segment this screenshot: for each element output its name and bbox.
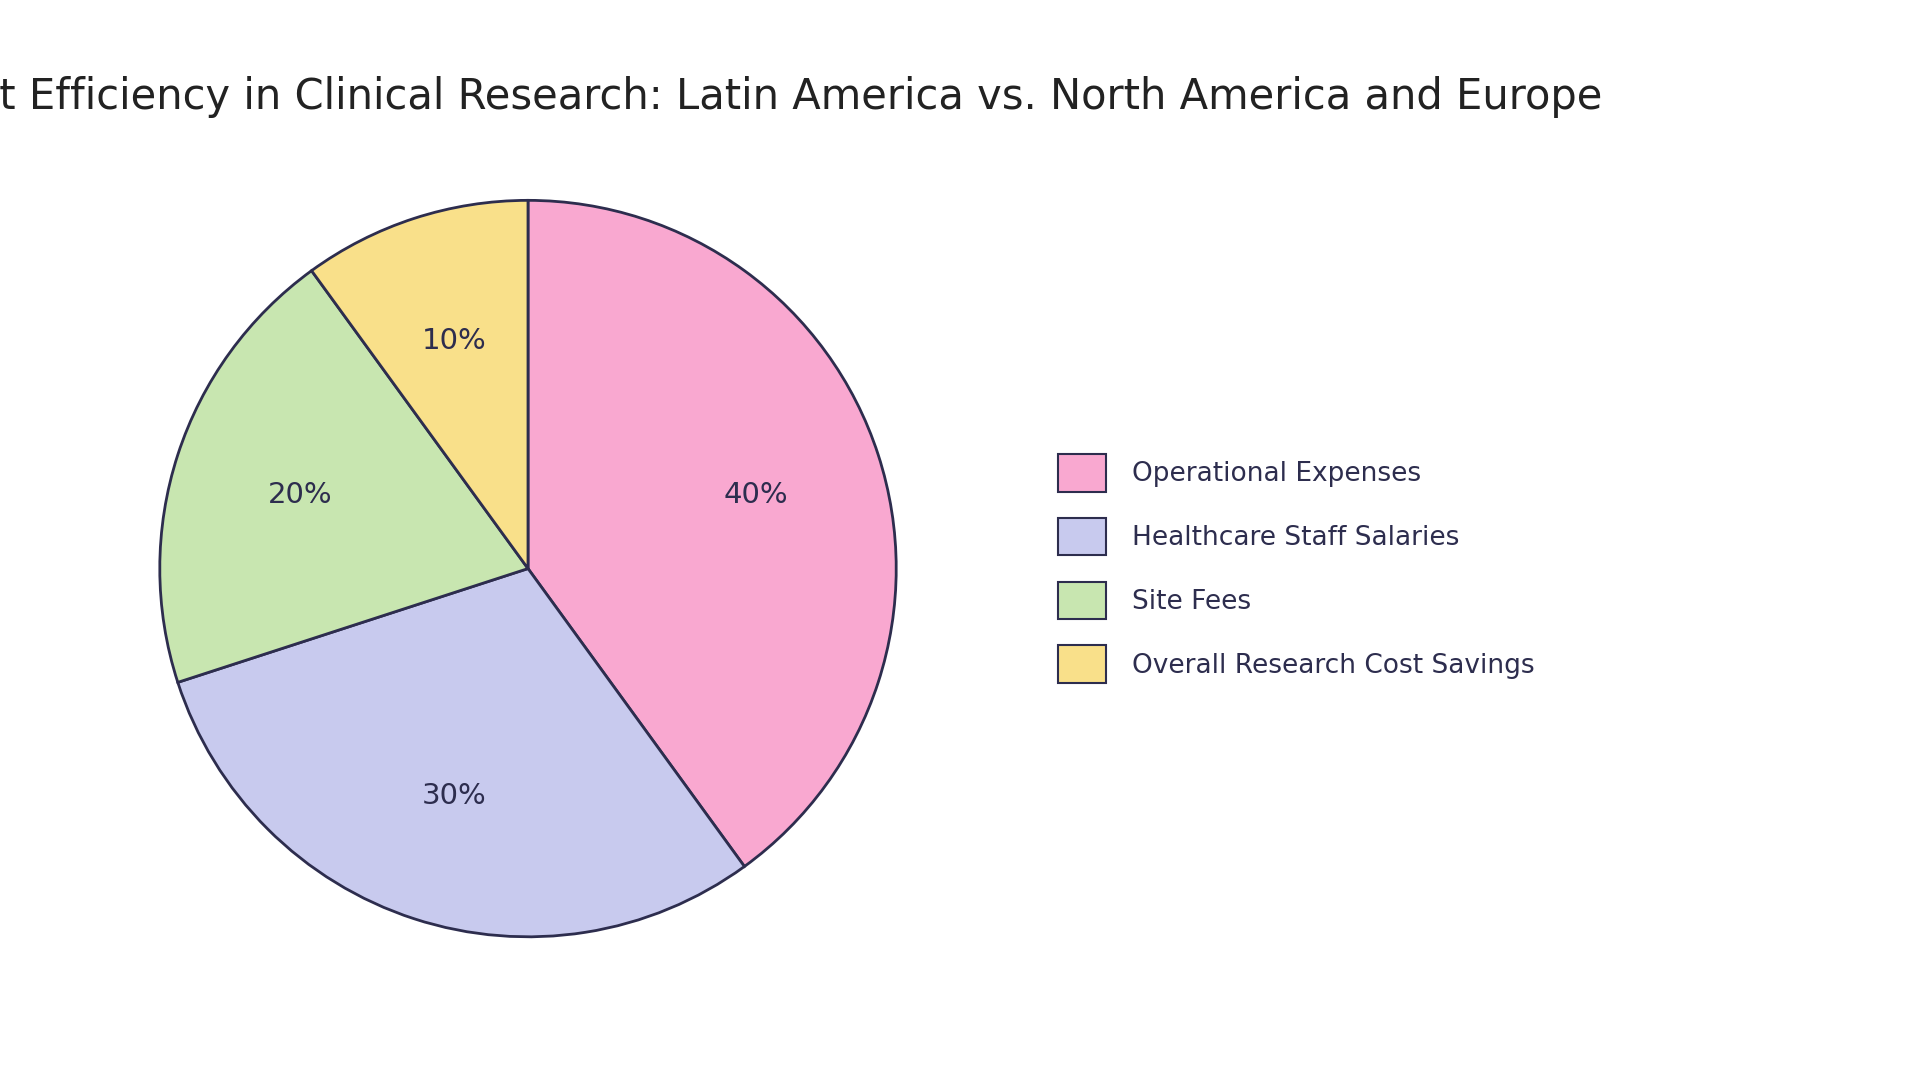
Wedge shape <box>179 569 745 937</box>
Text: Cost Efficiency in Clinical Research: Latin America vs. North America and Europe: Cost Efficiency in Clinical Research: La… <box>0 76 1603 118</box>
Text: 40%: 40% <box>724 481 787 509</box>
Text: 10%: 10% <box>422 327 486 355</box>
Legend: Operational Expenses, Healthcare Staff Salaries, Site Fees, Overall Research Cos: Operational Expenses, Healthcare Staff S… <box>1048 444 1546 693</box>
Wedge shape <box>528 200 897 866</box>
Text: 30%: 30% <box>422 782 486 810</box>
Wedge shape <box>159 271 528 682</box>
Text: 20%: 20% <box>269 481 332 509</box>
Wedge shape <box>311 200 528 569</box>
